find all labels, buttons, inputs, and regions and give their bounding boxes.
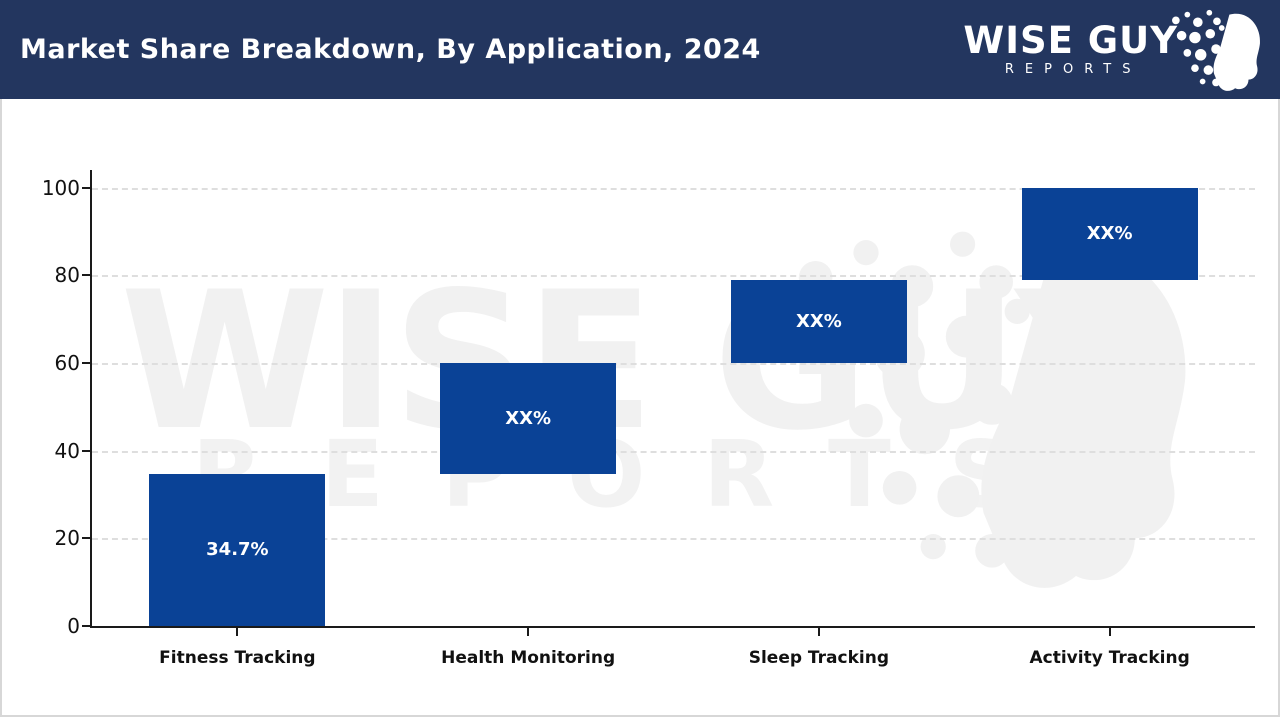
x-axis-tick [527,628,530,636]
y-axis-tick [82,186,90,189]
y-axis-tick [82,625,90,627]
x-axis-tick [1108,628,1111,636]
x-axis-tick [236,628,239,636]
header-bar: Market Share Breakdown, By Application, … [0,0,1280,99]
x-category-label: Sleep Tracking [748,648,890,668]
x-axis-line [90,626,1255,628]
bar: XX% [1021,187,1198,280]
x-axis-tick [817,628,820,636]
y-tick-label: 40 [54,438,80,463]
watermark-brand-text: WISE GUY [120,251,1153,472]
y-axis-tick [82,361,90,364]
x-category-label: Health Monitoring [441,648,616,668]
y-tick-label: 80 [54,263,80,288]
brand-logo: WISE GUY REPORTS [963,7,1266,93]
gridline [92,538,1255,541]
y-axis-tick [82,537,90,540]
y-axis-line [90,170,92,628]
brand-logo-text: WISE GUY REPORTS [963,22,1178,77]
page-title: Market Share Breakdown, By Application, … [20,34,761,65]
gridline [92,450,1255,453]
chart-card: WISE GUY REPORTS 0 20 40 60 80 100 34.7% Fitnes… [0,99,1280,717]
y-tick-label: 0 [67,614,80,638]
brand-name: WISE GUY [963,19,1178,62]
bar-value-label: XX% [1086,223,1133,245]
bar: XX% [730,279,907,363]
gridline [92,275,1255,278]
x-category-label: Fitness Tracking [159,648,316,668]
gridline [92,187,1255,190]
bar-value-label: 34.7% [206,539,269,561]
logo-head-dots-icon [1172,9,1261,91]
brand-subname: REPORTS [1004,62,1142,77]
bar-value-label: XX% [505,407,552,429]
y-tick-label: 60 [54,350,80,375]
y-tick-label: 20 [54,526,80,551]
bar-value-label: XX% [795,310,842,332]
gridline [92,362,1255,365]
bar: 34.7% [149,473,326,626]
bar: XX% [440,362,617,474]
y-tick-label: 100 [41,175,80,200]
plot-area: 0 20 40 60 80 100 34.7% Fitness Tracking XX% Heal… [42,170,1255,668]
x-category-label: Activity Tracking [1029,648,1190,668]
y-axis-tick [82,274,90,277]
y-axis-tick [82,449,90,452]
